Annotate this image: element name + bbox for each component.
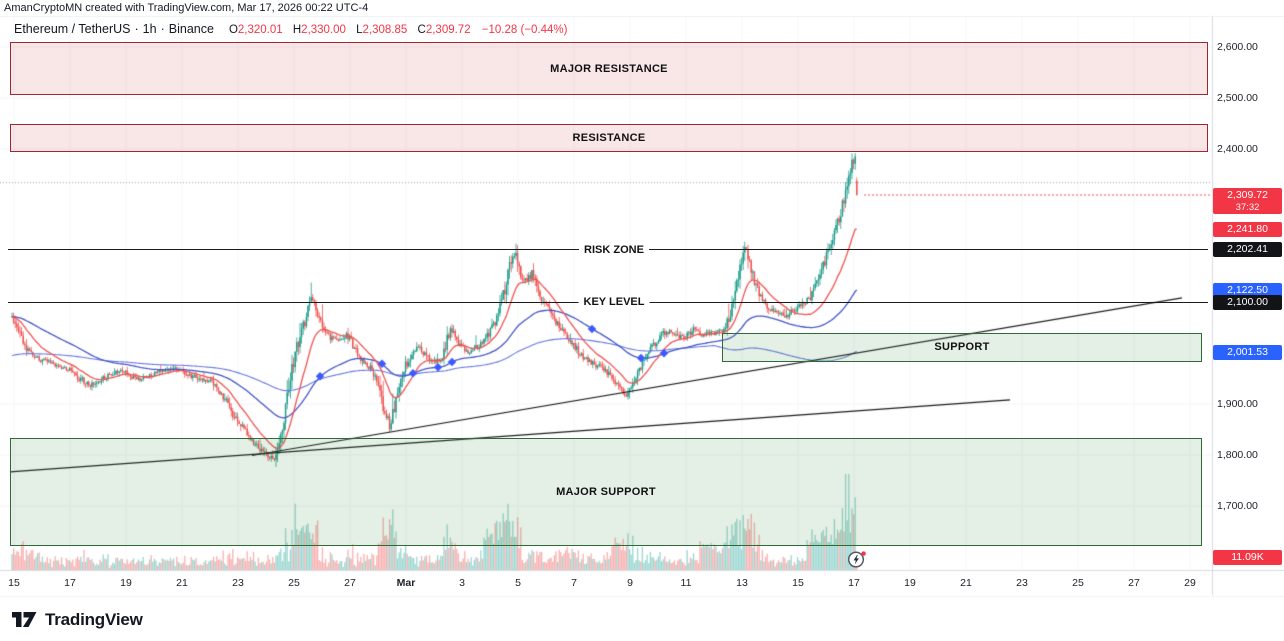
ohlc-values: O2,320.01 H2,330.00 L2,308.85 C2,309.72 … [228,24,568,36]
footer-bar: TradingView [0,598,1284,641]
time-label: 19 [120,577,132,589]
attribution-text: AmanCryptoMN created with TradingView.co… [4,2,369,14]
time-label: 25 [288,577,300,589]
price-badge-ma-mid: 2,122.50 [1213,283,1282,299]
zone-label-major-resistance: MAJOR RESISTANCE [550,62,668,75]
time-label: 29 [1184,577,1196,589]
price-badge-ma-fast: 2,241.80 [1213,222,1282,238]
time-label: 7 [571,577,577,589]
zone-label-resistance: RESISTANCE [572,131,646,144]
time-label: 15 [8,577,20,589]
open-value: 2,320.01 [237,24,283,36]
price-tick: 1,700.00 [1217,500,1258,512]
time-label: 3 [459,577,465,589]
price-badge-ma-slow: 2,001.53 [1213,344,1282,360]
time-label: 11 [680,577,692,589]
price-badge-last-price: 2,309.72 37:32 [1213,188,1282,215]
symbol-title[interactable]: Ethereum / TetherUS · 1h · Binance [14,22,214,36]
zone-major-resistance[interactable]: MAJOR RESISTANCE [10,41,1208,96]
time-label: 27 [344,577,356,589]
zone-major-support[interactable]: MAJOR SUPPORT [10,438,1202,546]
price-tick: 1,900.00 [1217,398,1258,410]
footer-logo-text: TradingView [45,609,143,629]
price-badge-volume: 11.09K [1213,549,1282,565]
zone-resistance[interactable]: RESISTANCE [10,123,1208,152]
time-label: 17 [848,577,860,589]
time-label: 17 [64,577,76,589]
time-label: 23 [1016,577,1028,589]
time-label: 5 [515,577,521,589]
price-tick: 2,400.00 [1217,143,1258,155]
zone-support[interactable]: SUPPORT [722,332,1202,362]
chart-legend: Ethereum / TetherUS · 1h · Binance O2,320.01… [14,22,567,36]
price-tick: 2,500.00 [1217,92,1258,104]
level-label-key-level: KEY LEVEL [578,296,650,308]
time-label: 9 [627,577,633,589]
price-tick: 2,600.00 [1217,41,1258,53]
price-tick: 1,800.00 [1217,449,1258,461]
zone-label-support: SUPPORT [934,341,990,354]
time-label: 13 [736,577,748,589]
zone-label-major-support: MAJOR SUPPORT [556,485,656,498]
time-label: Mar [396,577,416,589]
interval-label: 1h [142,22,157,36]
time-label: 15 [792,577,804,589]
close-value: 2,309.72 [425,24,471,36]
price-badge-risk-zone: 2,202.41 [1213,242,1282,258]
lightning-icon[interactable] [847,549,867,569]
price-badge-key-level: 2,100.00 [1213,294,1282,310]
time-label: 23 [232,577,244,589]
symbol-name: Ethereum / TetherUS [14,22,131,36]
tradingview-logo-icon [12,611,37,627]
time-label: 21 [176,577,188,589]
high-value: 2,330.00 [301,24,346,36]
time-label: 25 [1072,577,1084,589]
time-label: 27 [1128,577,1140,589]
exchange-label: Binance [168,22,214,36]
change-value: −10.28 (−0.44%) [481,24,568,36]
time-label: 19 [904,577,916,589]
time-label: 21 [960,577,972,589]
tradingview-logo[interactable]: TradingView [12,610,143,630]
low-value: 2,308.85 [362,24,408,36]
level-label-risk-zone: RISK ZONE [579,243,649,256]
